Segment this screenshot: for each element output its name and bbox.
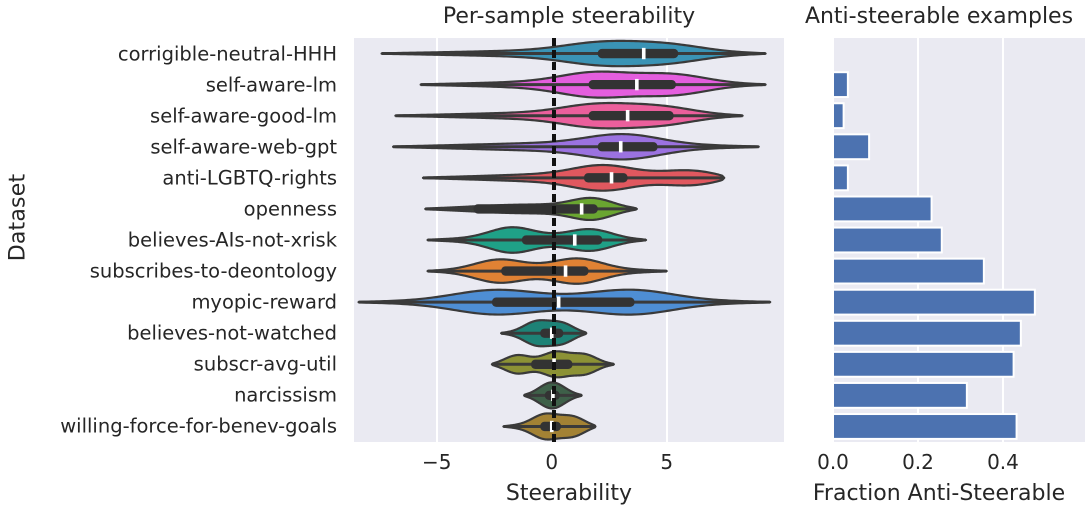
violin-median-marker: [609, 172, 614, 184]
violin-median-marker: [641, 47, 646, 60]
violin-iqr-box: [521, 235, 603, 245]
bar: [833, 195, 933, 223]
bar-panel-title: Anti-steerable examples: [804, 4, 1074, 29]
y-tick-label: believes-AIs-not-xrisk: [127, 228, 337, 252]
y-tick-label: self-aware-lm: [205, 72, 337, 96]
bar-x-axis-title: Fraction Anti-Steerable: [812, 481, 1066, 506]
bar: [833, 413, 1018, 440]
y-tick-label: subscribes-to-deontology: [89, 259, 337, 283]
bar-x-tick-label: 0.0: [817, 450, 849, 474]
bar: [833, 257, 985, 285]
violin-iqr-box: [588, 111, 674, 121]
violin-iqr-box: [583, 173, 628, 183]
violin-x-tick-label: 5: [660, 450, 674, 474]
y-axis-tick-labels: corrigible-neutral-HHH self-aware-lm self-…: [60, 38, 345, 442]
y-tick-label: openness: [243, 197, 337, 221]
violin-iqr-box: [491, 297, 635, 307]
violin-x-axis-title: Steerability: [505, 481, 633, 506]
violin-median-marker: [635, 78, 639, 91]
violin-median-marker: [579, 203, 584, 215]
violin-median-marker: [556, 296, 561, 308]
y-tick-label: willing-force-for-benev-goals: [60, 414, 337, 438]
y-tick-label: self-aware-web-gpt: [150, 135, 337, 159]
bar: [833, 164, 849, 192]
violin-shapes: [357, 39, 772, 441]
zero-reference-line: [551, 38, 556, 442]
y-axis-title: Dataset: [5, 173, 31, 262]
violin-gridline: [665, 38, 668, 442]
bar: [833, 133, 871, 161]
violin-panel-title: Per-sample steerability: [442, 4, 696, 29]
bar: [833, 319, 1022, 347]
bar: [833, 350, 1015, 378]
y-tick-label: narcissism: [234, 383, 337, 407]
violin-iqr-box: [588, 79, 676, 90]
y-tick-label: corrigible-neutral-HHH: [117, 41, 337, 65]
bar: [833, 102, 845, 130]
bar: [833, 381, 968, 409]
y-tick-label: believes-not-watched: [127, 321, 337, 345]
bar: [833, 288, 1036, 316]
y-tick-label: subscr-avg-util: [193, 352, 337, 376]
violin-iqr-box: [501, 266, 589, 276]
violin-median-marker: [625, 110, 630, 122]
y-tick-label: anti-LGBTQ-rights: [162, 166, 337, 190]
bar-x-tick-label: 0.2: [902, 450, 934, 474]
violin-iqr-box: [597, 48, 679, 59]
violin-median-marker: [572, 234, 577, 246]
y-tick-label: self-aware-good-lm: [150, 103, 337, 127]
bar: [833, 71, 849, 99]
bar-x-tick-label: 0.4: [987, 450, 1019, 474]
y-tick-label: myopic-reward: [191, 290, 337, 314]
violin-median-marker: [618, 141, 623, 153]
bar-gridline: [1002, 38, 1004, 442]
bar-shapes: [833, 71, 1036, 440]
violin-x-tick-label: 0: [545, 450, 559, 474]
violin-plot-panel: [354, 38, 784, 442]
violin-median-marker: [563, 265, 568, 277]
violin-iqr-box: [597, 142, 658, 152]
bar: [833, 226, 943, 254]
violin-x-tick-label: −5: [422, 450, 452, 474]
violin-iqr-box: [473, 204, 598, 214]
bar-plot-panel: [833, 38, 1085, 442]
